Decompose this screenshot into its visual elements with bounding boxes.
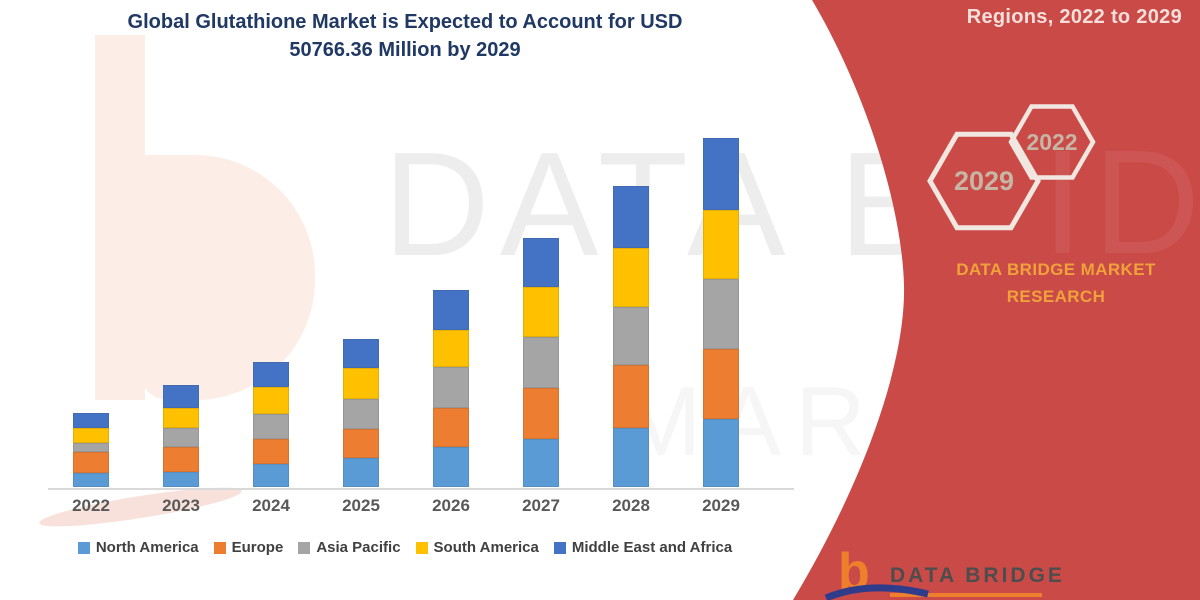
- x-axis-label-2026: 2026: [432, 496, 470, 515]
- bar-segment-2026-north-america: [433, 447, 469, 487]
- dbmr-b-watermark-stem: [95, 35, 145, 400]
- bar-segment-2027-middle-east-and-africa: [523, 238, 559, 287]
- legend-label: Europe: [231, 539, 284, 556]
- bar-segment-2029-asia-pacific: [703, 278, 739, 349]
- dbmr-footer-swoosh-icon: [824, 584, 929, 600]
- watermark-text-row1-red: IDGE: [1042, 120, 1200, 285]
- legend-swatch-icon: [77, 541, 90, 554]
- bar-segment-2027-south-america: [523, 286, 559, 337]
- legend-item-asia-pacific: Asia Pacific: [298, 539, 401, 556]
- bar-segment-2022-middle-east-and-africa: [73, 413, 109, 429]
- legend-label: Asia Pacific: [316, 539, 401, 556]
- bar-segment-2029-middle-east-and-africa: [703, 138, 739, 210]
- bar-segment-2024-south-america: [253, 387, 289, 414]
- bar-segment-2023-asia-pacific: [163, 428, 199, 447]
- bar-segment-2022-asia-pacific: [73, 442, 109, 453]
- bar-segment-2028-asia-pacific: [613, 306, 649, 366]
- bar-segment-2028-north-america: [613, 428, 649, 487]
- bar-segment-2023-north-america: [163, 471, 199, 487]
- bar-segment-2023-middle-east-and-africa: [163, 384, 199, 409]
- legend-item-middle-east-and-africa: Middle East and Africa: [553, 539, 733, 556]
- dbmr-brand-line1: DATA BRIDGE MARKET: [956, 260, 1156, 279]
- legend-label: Middle East and Africa: [571, 539, 733, 556]
- x-axis-label-2029: 2029: [702, 496, 740, 515]
- bar-segment-2028-south-america: [613, 247, 649, 307]
- bar-segment-2023-south-america: [163, 408, 199, 429]
- dbmr-brand-line2: RESEARCH: [1006, 287, 1106, 307]
- bar-segment-2029-europe: [703, 348, 739, 419]
- stacked-bar-2022: [73, 413, 109, 487]
- dbmr-footer-logo: b DATA BRIDGE: [824, 546, 1170, 600]
- chart-legend: North America Europe Asia Pacific South Ame…: [25, 539, 785, 556]
- x-axis-label-2023: 2023: [162, 496, 200, 515]
- legend-label: North America: [95, 539, 199, 556]
- bar-segment-2027-europe: [523, 388, 559, 440]
- red-panel-shape: [793, 0, 1200, 600]
- legend-swatch-icon: [298, 541, 311, 554]
- legend-label: South America: [433, 539, 539, 556]
- stacked-bar-plot: 2022 2023 2024 2025 2026 2027 2028 2029: [72, 138, 740, 515]
- x-axis-label-2024: 2024: [252, 496, 290, 515]
- bar-segment-2027-north-america: [523, 439, 559, 487]
- legend-item-europe: Europe: [213, 539, 284, 556]
- bar-segment-2025-south-america: [343, 367, 379, 400]
- legend-item-north-america: North America: [77, 539, 199, 556]
- bar-segment-2025-asia-pacific: [343, 399, 379, 430]
- bar-segment-2028-europe: [613, 365, 649, 429]
- bar-segment-2026-asia-pacific: [433, 367, 469, 409]
- x-axis-label-2022: 2022: [72, 496, 110, 515]
- dbmr-brand-text: DATA BRIDGE MARKET RESEARCH: [928, 256, 1184, 310]
- legend-swatch-icon: [213, 541, 226, 554]
- stacked-bar-2027: [523, 238, 559, 487]
- bar-segment-2027-asia-pacific: [523, 336, 559, 389]
- hexagon-2022: [1008, 104, 1096, 180]
- dbmr-footer-underline: [890, 593, 1042, 597]
- stacked-bar-2023: [163, 384, 199, 487]
- hexagon-2022-label: 2022: [1026, 129, 1077, 155]
- bar-segment-2025-middle-east-and-africa: [343, 339, 379, 368]
- legend-swatch-icon: [415, 541, 428, 554]
- legend-swatch-icon: [553, 541, 566, 554]
- hexagon-badges: 2029 2022: [927, 104, 1096, 231]
- hexagon-2029-label: 2029: [954, 166, 1014, 196]
- bar-segment-2026-europe: [433, 408, 469, 448]
- bar-segment-2024-asia-pacific: [253, 413, 289, 440]
- stacked-bar-2029: [703, 138, 739, 487]
- bar-segment-2022-north-america: [73, 472, 109, 487]
- bar-segment-2024-north-america: [253, 464, 289, 487]
- regions-subtitle: Regions, 2022 to 2029: [966, 6, 1182, 28]
- hexagon-2029: [927, 131, 1041, 231]
- bar-segment-2024-middle-east-and-africa: [253, 362, 289, 388]
- bar-segment-2029-south-america: [703, 209, 739, 279]
- bar-segment-2024-europe: [253, 439, 289, 465]
- legend-item-south-america: South America: [415, 539, 539, 556]
- stacked-bar-2028: [613, 186, 649, 487]
- stacked-bar-2026: [433, 290, 469, 487]
- bar-segment-2022-europe: [73, 452, 109, 473]
- x-axis-label-2025: 2025: [342, 496, 380, 515]
- stacked-bar-2024: [253, 362, 289, 487]
- chart-title: Global Glutathione Market is Expected to…: [70, 8, 740, 64]
- bar-segment-2026-middle-east-and-africa: [433, 290, 469, 331]
- bar-segment-2025-north-america: [343, 457, 379, 487]
- bar-segment-2028-middle-east-and-africa: [613, 186, 649, 248]
- chart-title-line1: Global Glutathione Market is Expected to…: [127, 11, 683, 33]
- x-axis-label-2028: 2028: [612, 496, 650, 515]
- bar-segment-2026-south-america: [433, 330, 469, 368]
- bar-segment-2022-south-america: [73, 428, 109, 443]
- x-axis-line: [48, 488, 794, 490]
- stacked-bar-2025: [343, 339, 379, 487]
- bar-segment-2025-europe: [343, 429, 379, 458]
- dbmr-footer-brand: DATA BRIDGE: [890, 564, 1065, 587]
- chart-title-line2: 50766.36 Million by 2029: [289, 39, 521, 61]
- bar-segment-2029-north-america: [703, 418, 739, 487]
- bar-segment-2023-europe: [163, 446, 199, 472]
- x-axis-label-2027: 2027: [522, 496, 560, 515]
